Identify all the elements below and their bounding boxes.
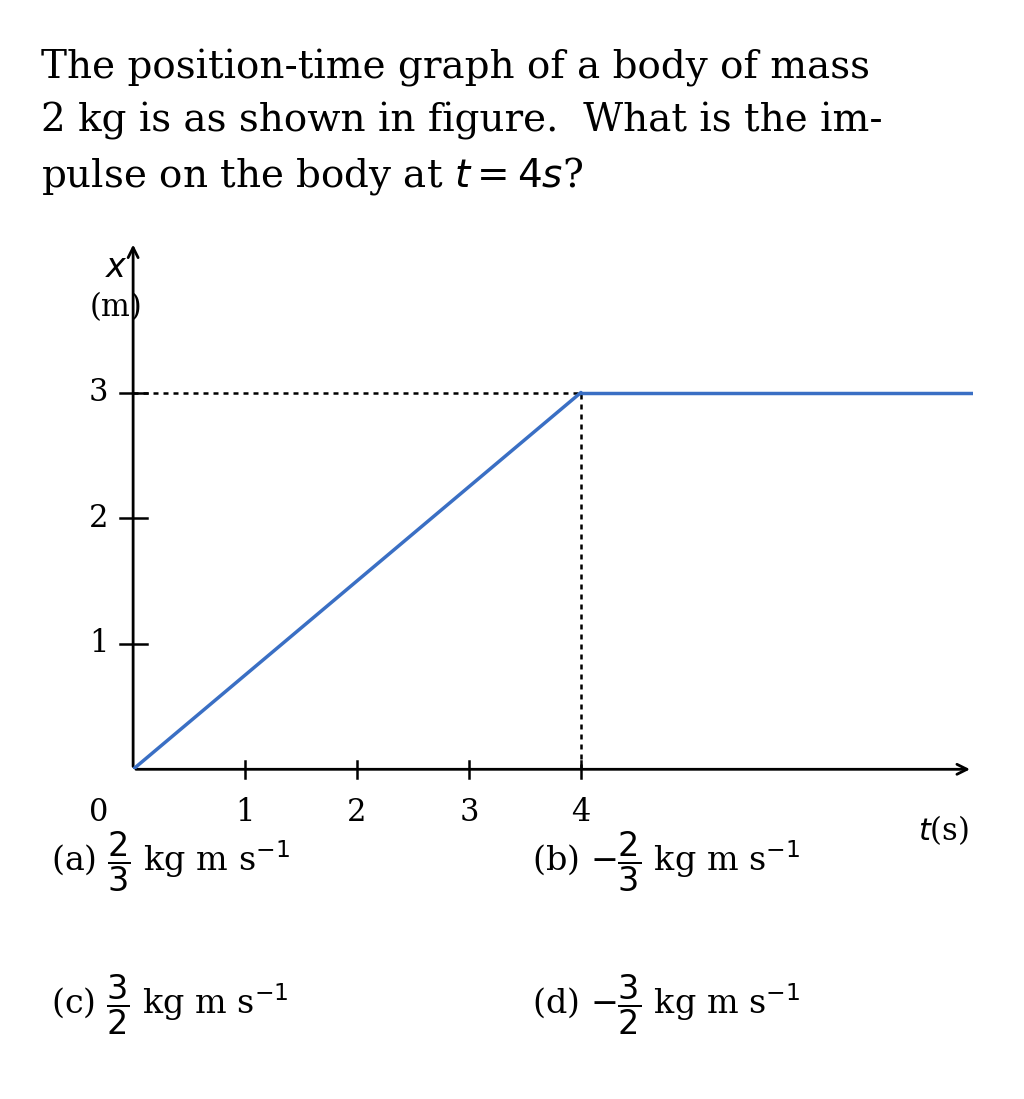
Text: 1: 1 <box>89 629 109 659</box>
Text: pulse on the body at $t = 4s$?: pulse on the body at $t = 4s$? <box>41 155 583 197</box>
Text: (d) $-\dfrac{3}{2}$ kg m s$^{-1}$: (d) $-\dfrac{3}{2}$ kg m s$^{-1}$ <box>532 973 801 1037</box>
Text: (b) $-\dfrac{2}{3}$ kg m s$^{-1}$: (b) $-\dfrac{2}{3}$ kg m s$^{-1}$ <box>532 830 801 895</box>
Text: $x$: $x$ <box>104 253 128 285</box>
Text: 3: 3 <box>89 377 109 408</box>
Text: $t$(s): $t$(s) <box>918 813 969 847</box>
Text: (a) $\dfrac{2}{3}$ kg m s$^{-1}$: (a) $\dfrac{2}{3}$ kg m s$^{-1}$ <box>51 830 290 895</box>
Text: 2: 2 <box>89 502 109 534</box>
Text: (c) $\dfrac{3}{2}$ kg m s$^{-1}$: (c) $\dfrac{3}{2}$ kg m s$^{-1}$ <box>51 973 289 1037</box>
Text: 3: 3 <box>459 797 479 828</box>
Text: (m): (m) <box>90 292 142 323</box>
Text: 2: 2 <box>347 797 367 828</box>
Text: The position-time graph of a body of mass: The position-time graph of a body of mas… <box>41 49 870 88</box>
Text: 4: 4 <box>571 797 591 828</box>
Text: 2 kg is as shown in figure.  What is the im-: 2 kg is as shown in figure. What is the … <box>41 102 883 141</box>
Text: 0: 0 <box>89 797 109 828</box>
Text: 1: 1 <box>236 797 255 828</box>
